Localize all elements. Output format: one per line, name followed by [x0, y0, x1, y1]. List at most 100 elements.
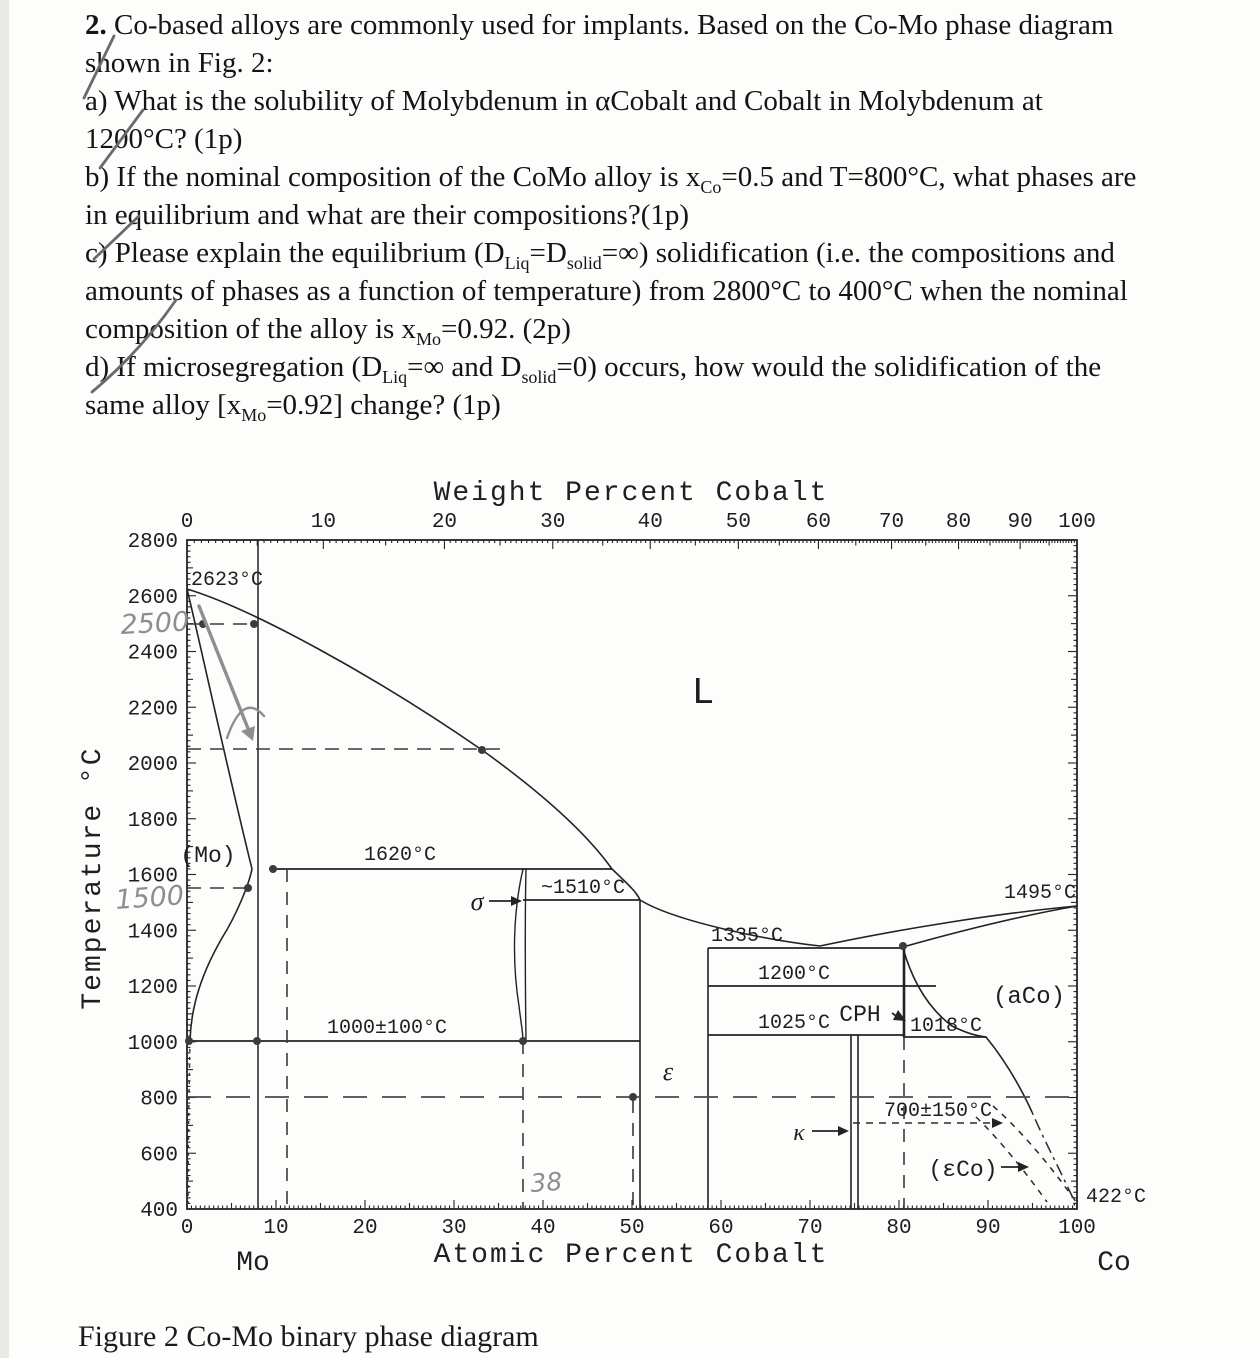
- problem-text-segment: a) What is the solubility of Molybdenum …: [85, 85, 1043, 117]
- label-t1495: 1495°C: [1004, 882, 1076, 905]
- marked-point: [185, 1037, 193, 1045]
- bottom-axis-tick-label: 30: [441, 1217, 466, 1240]
- bottom-axis-tick-label: 100: [1058, 1217, 1096, 1240]
- top-axis-tick-label: 20: [432, 511, 457, 534]
- handwritten-38: 38: [529, 1167, 563, 1198]
- aco-solvus: [902, 947, 1033, 1113]
- bottom-axis-title: Atomic Percent Cobalt: [434, 1240, 829, 1271]
- problem-text-segment: =0) occurs, how would the solidification…: [556, 351, 1102, 383]
- top-axis-tick-label: 10: [311, 511, 336, 534]
- problem-line: in equilibrium and what are their compos…: [85, 196, 1245, 234]
- sigma-boundary-right: [524, 868, 527, 1042]
- handwritten-check-squiggle: [225, 706, 266, 740]
- checkmark-b: [98, 108, 145, 170]
- bottom-axis-mo-label: Mo: [236, 1248, 270, 1279]
- left-axis-tick-label: 1200: [128, 977, 178, 1000]
- top-axis-tick-label: 90: [1008, 511, 1033, 534]
- label-e1620: 1620°C: [364, 844, 436, 867]
- problem-line: amounts of phases as a function of tempe…: [85, 272, 1245, 310]
- handwritten-2500: 2500: [120, 606, 190, 641]
- problem-text-segment: c) Please explain the equilibrium (D: [85, 237, 505, 269]
- problem-text-segment: amounts of phases as a function of tempe…: [85, 275, 1128, 307]
- problem-line: c) Please explain the equilibrium (DLiq=…: [85, 234, 1245, 272]
- left-axis-tick-label: 2000: [128, 754, 178, 777]
- cph-arrow-head: [893, 1010, 906, 1021]
- label-t1000: 1000±100°C: [327, 1017, 447, 1040]
- label-epsilon: ε: [663, 1057, 674, 1086]
- mo-solvus: [189, 868, 253, 1042]
- marked-point: [244, 884, 252, 892]
- mo-solidus: [186, 588, 253, 870]
- checkmark-a: [82, 34, 116, 100]
- bottom-axis-tick-label: 50: [619, 1217, 644, 1240]
- liquidus-middle: [611, 868, 821, 947]
- problem-text-segment: Co-based alloys are commonly used for im…: [114, 9, 1114, 41]
- line-700-arrow-head: [992, 1118, 1003, 1128]
- label-t1510: ~1510°C: [541, 877, 625, 900]
- bottom-axis-tick-label: 60: [708, 1217, 733, 1240]
- problem-subscript: solid: [521, 366, 557, 387]
- problem-subscript: solid: [566, 252, 602, 273]
- problem-text-segment: =∞ and D: [407, 351, 522, 383]
- problem-line: composition of the alloy is xMo=0.92. (2…: [85, 310, 1245, 348]
- label-kappa: κ: [793, 1120, 805, 1146]
- label-t1025: 1025°C: [758, 1012, 830, 1035]
- top-axis-tick-label: 100: [1058, 511, 1096, 534]
- top-axis-tick-label: 70: [879, 511, 904, 534]
- eco-arrow-head: [1018, 1162, 1029, 1172]
- problem-text-segment: composition of the alloy is x: [85, 313, 417, 345]
- marked-point: [269, 865, 277, 873]
- top-axis-tick-label: 30: [540, 511, 565, 534]
- problem-text-segment: =0.92] change? (1p): [266, 389, 501, 421]
- bottom-axis-tick-label: 10: [263, 1217, 288, 1240]
- left-axis-tick-label: 600: [140, 1144, 178, 1167]
- label-t1200: 1200°C: [758, 963, 830, 986]
- marked-point: [519, 1037, 527, 1045]
- figure-caption: Figure 2 Co-Mo binary phase diagram: [78, 1320, 539, 1353]
- problem-text-segment: 1200°C? (1p): [85, 123, 243, 155]
- problem-text-segment: =D: [529, 237, 567, 269]
- left-axis-tick-label: 2600: [128, 587, 178, 610]
- problem-line: a) What is the solubility of Molybdenum …: [85, 82, 1245, 120]
- problem-line: 1200°C? (1p): [85, 120, 1245, 158]
- problem-line: same alloy [xMo=0.92] change? (1p): [85, 386, 1245, 424]
- label-eco: (εCo): [928, 1157, 997, 1183]
- marked-point: [629, 1093, 637, 1101]
- eco-transformation-lower: [975, 1116, 1048, 1203]
- checkmark-c: [92, 214, 141, 261]
- left-axis-tick-label: 1800: [128, 810, 178, 833]
- top-axis-tick-label: 50: [726, 511, 751, 534]
- checkmark-d: [90, 298, 178, 394]
- top-axis-tick-label: 60: [806, 511, 831, 534]
- problem-text-segment: =∞) solidification (i.e. the composition…: [601, 237, 1115, 269]
- label-aco: (aCo): [993, 984, 1065, 1011]
- kappa-arrow-head: [838, 1126, 849, 1136]
- top-axis-tick-label: 0: [181, 511, 194, 534]
- left-axis-tick-label: 400: [140, 1200, 178, 1223]
- marked-point: [253, 1037, 261, 1045]
- problem-text-segment: in equilibrium and what are their compos…: [85, 199, 690, 231]
- eco-transformation-upper: [992, 1105, 1078, 1204]
- label-melting-mo: 2623°C: [191, 569, 263, 592]
- aco-solidus: [902, 905, 1078, 948]
- handwritten-arrow: [197, 604, 251, 733]
- problem-text-segment: shown in Fig. 2:: [85, 47, 274, 79]
- bottom-axis-tick-label: 20: [352, 1217, 377, 1240]
- top-axis-title: Weight Percent Cobalt: [434, 478, 829, 509]
- problem-text-segment: =0.5 and T=800°C, what phases are: [721, 161, 1137, 193]
- problem-line: d) If microsegregation (DLiq=∞ and Dsoli…: [85, 348, 1245, 386]
- problem-subscript: Mo: [241, 404, 267, 425]
- bottom-axis-tick-label: 80: [886, 1217, 911, 1240]
- marked-point: [250, 620, 258, 628]
- problem-text-segment: =0.92. (2p): [441, 313, 571, 345]
- left-axis-title: Temperature °C: [78, 746, 109, 1009]
- left-axis-tick-label: 800: [140, 1089, 178, 1112]
- label-t422: 422°C: [1086, 1186, 1146, 1209]
- sigma-arrow-head: [511, 896, 522, 906]
- problem-subscript: Liq: [382, 366, 408, 387]
- top-axis-tick-label: 40: [638, 511, 663, 534]
- problem-line: shown in Fig. 2:: [85, 44, 1245, 82]
- aco-solvus-low: [1031, 1111, 1076, 1208]
